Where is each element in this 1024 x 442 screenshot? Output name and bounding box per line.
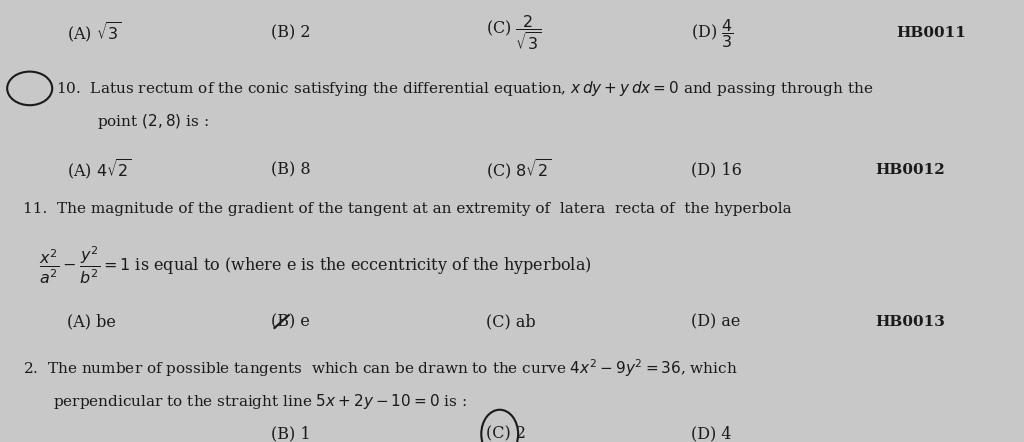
Text: (A) $4\sqrt{2}$: (A) $4\sqrt{2}$ — [67, 158, 131, 182]
Text: perpendicular to the straight line $5x + 2y - 10 = 0$ is :: perpendicular to the straight line $5x +… — [53, 392, 467, 411]
Text: HB0011: HB0011 — [896, 26, 966, 40]
Text: (D) 16: (D) 16 — [691, 162, 742, 179]
Text: point $(2, 8)$ is :: point $(2, 8)$ is : — [97, 112, 209, 131]
Text: (D) 4: (D) 4 — [691, 426, 732, 442]
Text: (D) $\dfrac{4}{3}$: (D) $\dfrac{4}{3}$ — [691, 17, 734, 50]
Text: (C) ab: (C) ab — [486, 313, 536, 330]
Text: (A) $\sqrt{3}$: (A) $\sqrt{3}$ — [67, 21, 122, 45]
Text: (C) 2: (C) 2 — [486, 426, 526, 442]
Text: (B) 1: (B) 1 — [271, 426, 311, 442]
Text: (B) 8: (B) 8 — [271, 162, 311, 179]
Text: $\dfrac{x^2}{a^2} - \dfrac{y^2}{b^2} = 1$ is equal to (where e is the eccentrici: $\dfrac{x^2}{a^2} - \dfrac{y^2}{b^2} = 1… — [39, 244, 592, 286]
Text: 2.  The number of possible tangents  which can be drawn to the curve $4x^2 - 9y^: 2. The number of possible tangents which… — [23, 357, 737, 379]
Text: (D) ae: (D) ae — [691, 313, 740, 330]
Text: 11.  The magnitude of the gradient of the tangent at an extremity of  latera  re: 11. The magnitude of the gradient of the… — [23, 202, 792, 216]
Text: (B) e: (B) e — [271, 313, 310, 330]
Text: (C) $\dfrac{2}{\sqrt{3}}$: (C) $\dfrac{2}{\sqrt{3}}$ — [486, 14, 542, 53]
Text: (A) be: (A) be — [67, 313, 116, 330]
Text: (C) $8\sqrt{2}$: (C) $8\sqrt{2}$ — [486, 158, 552, 182]
Text: (B) 2: (B) 2 — [271, 25, 311, 42]
Text: 10.  Latus rectum of the conic satisfying the differential equation, $x\,dy + y\: 10. Latus rectum of the conic satisfying… — [56, 79, 873, 98]
Text: HB0012: HB0012 — [876, 163, 945, 177]
Text: HB0013: HB0013 — [876, 315, 945, 329]
